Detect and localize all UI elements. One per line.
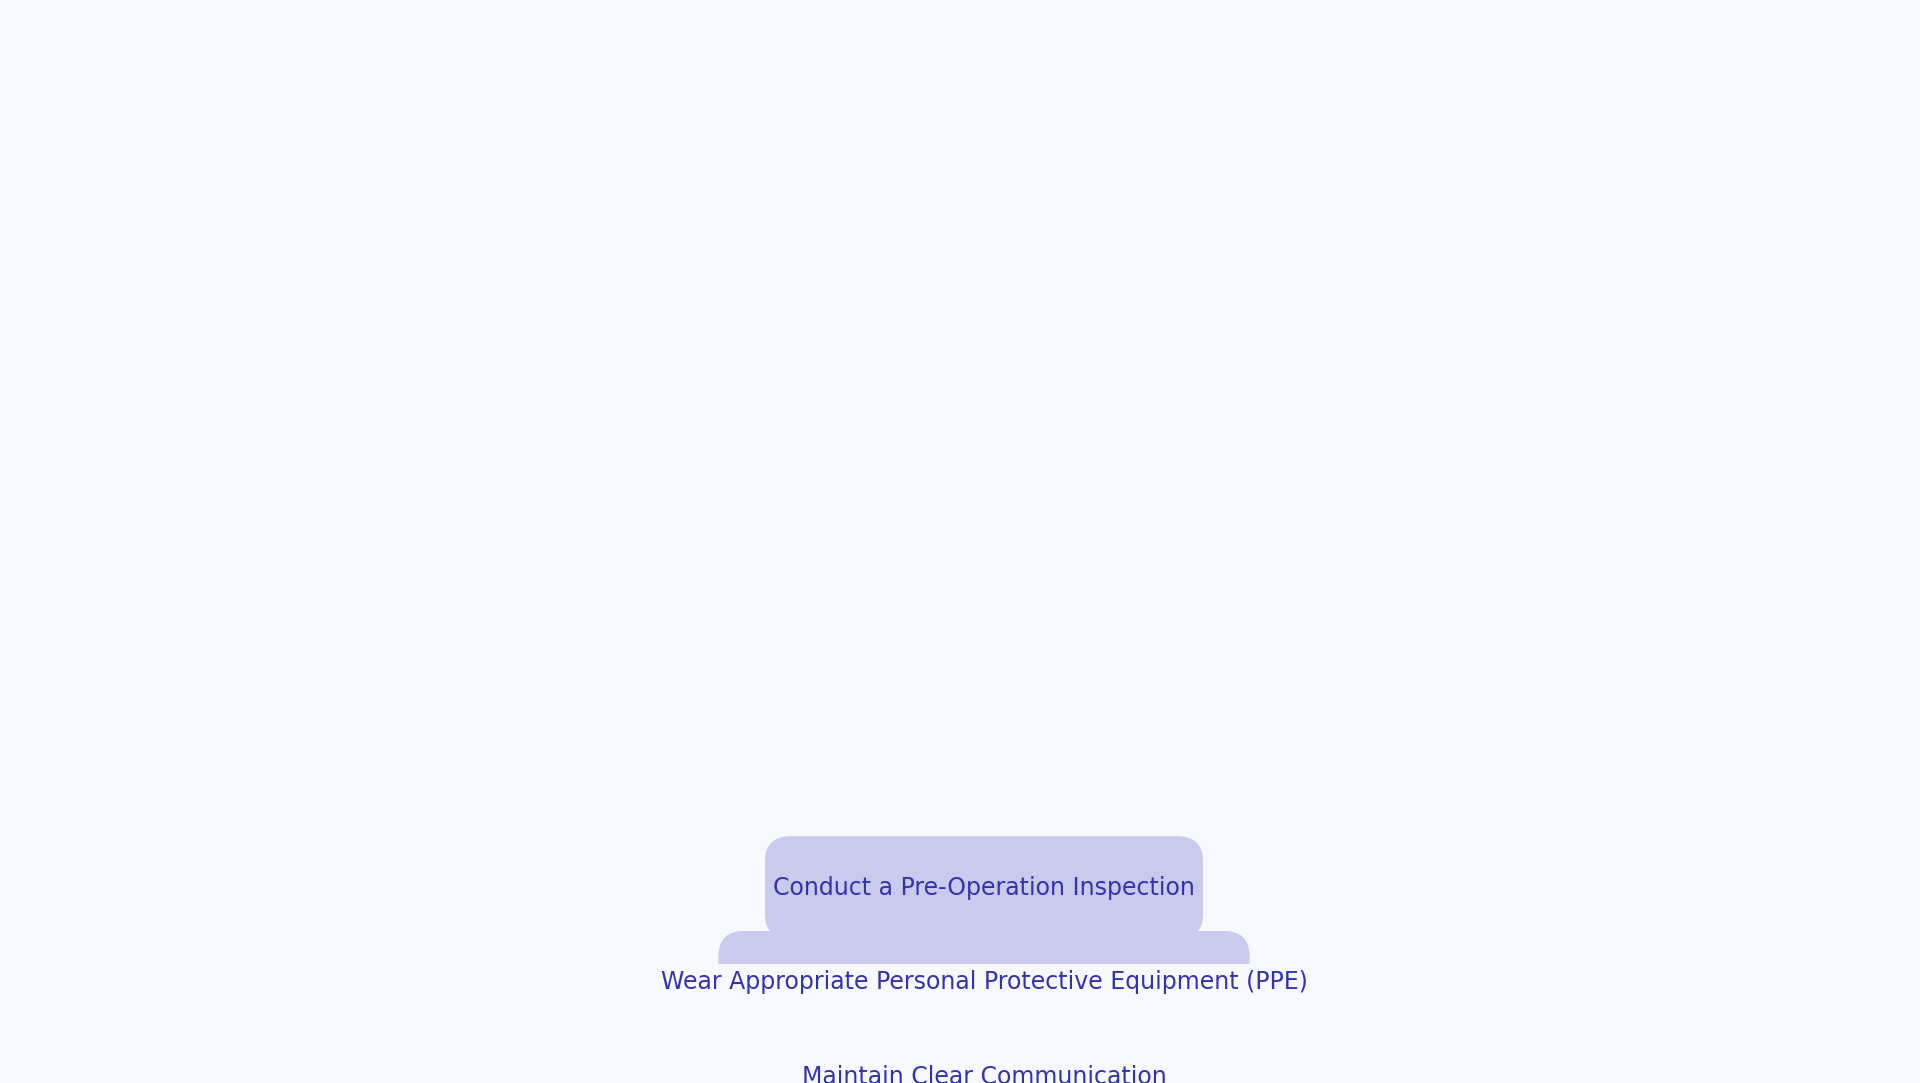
Text: Wear Appropriate Personal Protective Equipment (PPE): Wear Appropriate Personal Protective Equ… <box>660 970 1308 994</box>
FancyBboxPatch shape <box>718 931 1250 1033</box>
FancyBboxPatch shape <box>764 836 1204 939</box>
Text: Conduct a Pre-Operation Inspection: Conduct a Pre-Operation Inspection <box>774 876 1194 900</box>
Text: Maintain Clear Communication: Maintain Clear Communication <box>803 1065 1165 1083</box>
FancyBboxPatch shape <box>804 1026 1164 1083</box>
